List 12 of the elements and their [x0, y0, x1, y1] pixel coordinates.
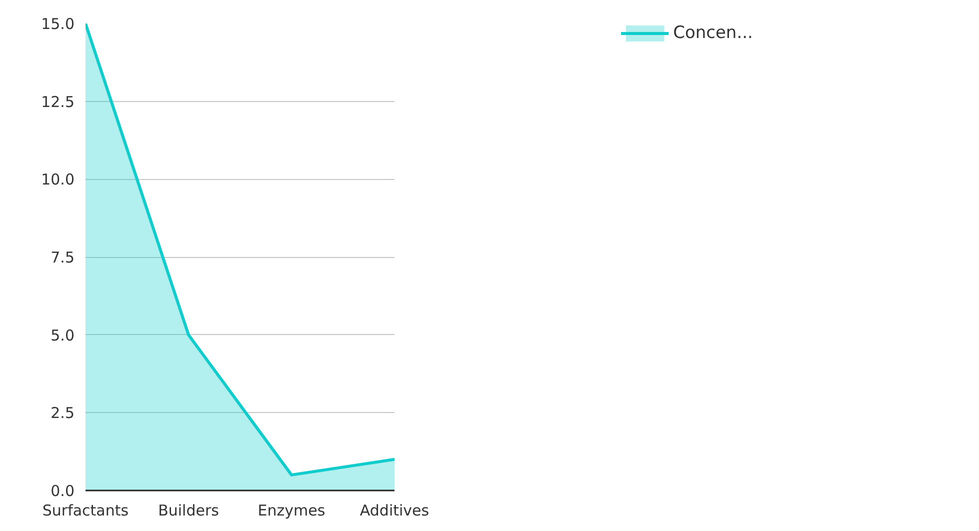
- x-tick-label: Enzymes: [258, 502, 326, 520]
- y-tick-label: 12.5: [41, 92, 75, 111]
- y-tick-label: 7.5: [50, 248, 75, 266]
- y-tick-label: 10.0: [41, 170, 75, 189]
- x-tick-label: Additives: [360, 502, 430, 520]
- y-tick-label: 0.0: [50, 482, 75, 500]
- x-tick-label: Builders: [158, 502, 220, 520]
- y-tick-label: 5.0: [50, 326, 75, 344]
- x-tick-label: Surfactants: [42, 502, 129, 520]
- legend-label: Concen...: [673, 23, 753, 43]
- y-tick-label: 15.0: [41, 15, 75, 33]
- y-tick-label: 2.5: [50, 404, 75, 422]
